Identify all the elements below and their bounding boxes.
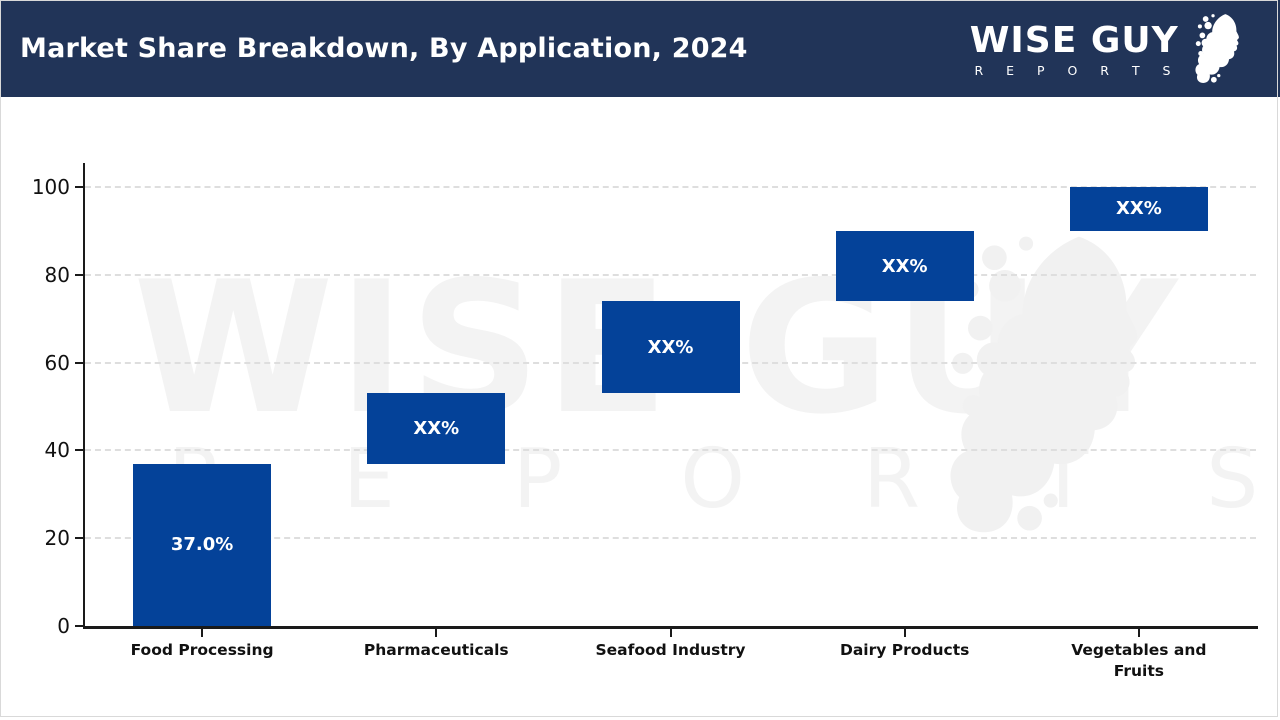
x-tick-mark [1137,629,1140,637]
watermark-face-icon [950,236,1138,533]
brand-logo: WISE GUY R E P O R T S [968,10,1266,92]
x-category-label: Pharmaceuticals [363,641,509,659]
y-tick-mark [75,186,84,188]
gridline [85,537,1256,540]
y-tick-label: 60 [44,350,70,375]
y-tick-mark [75,449,84,452]
x-category-label: Vegetables and Fruits [1071,641,1207,680]
gridline [85,273,1256,276]
x-category-label: Dairy Products [839,641,970,659]
x-tick-mark [903,629,906,637]
y-tick-label: 100 [31,175,70,199]
bar-value-label: XX% [1115,198,1162,220]
brand-subtext: R E P O R T S [974,63,1180,79]
bar: XX% [601,301,740,394]
y-tick-mark [75,625,84,627]
y-tick-mark [75,361,84,364]
bar: XX% [835,230,974,302]
gridline [85,449,1256,452]
y-tick-label: 0 [57,614,70,638]
x-category-label: Food Processing [130,641,274,659]
x-tick-mark [435,629,438,637]
y-tick-label: 20 [44,526,70,551]
bar: XX% [367,393,506,464]
x-category-label: Seafood Industry [595,641,746,659]
page-title: Market Share Breakdown, By Application, … [20,33,748,64]
x-tick-mark [669,629,672,637]
y-tick-label: 80 [44,262,70,287]
gridline [85,186,1256,188]
y-tick-label: 40 [44,438,70,463]
bar: XX% [1069,187,1208,231]
bar-value-label: 37.0% [170,534,234,556]
bar: 37.0% [133,463,272,626]
brand-face-icon [1195,13,1239,83]
y-axis-line [83,163,85,629]
bar-value-label: XX% [881,255,928,277]
bar-value-label: XX% [413,417,460,439]
header-bar: Market Share Breakdown, By Application, … [0,0,1280,97]
x-axis-line [83,626,1258,629]
bar-value-label: XX% [647,336,694,358]
brand-wordmark: WISE GUY R E P O R T S [968,23,1180,78]
chart-region: WISE GUY R E P O R T S 0 20 40 60 80 100 37.0%… [0,97,1280,720]
y-tick-mark [75,273,84,276]
brand-wordmark-text: WISE GUY [969,20,1179,62]
x-tick-mark [201,629,204,637]
y-tick-mark [75,537,84,540]
